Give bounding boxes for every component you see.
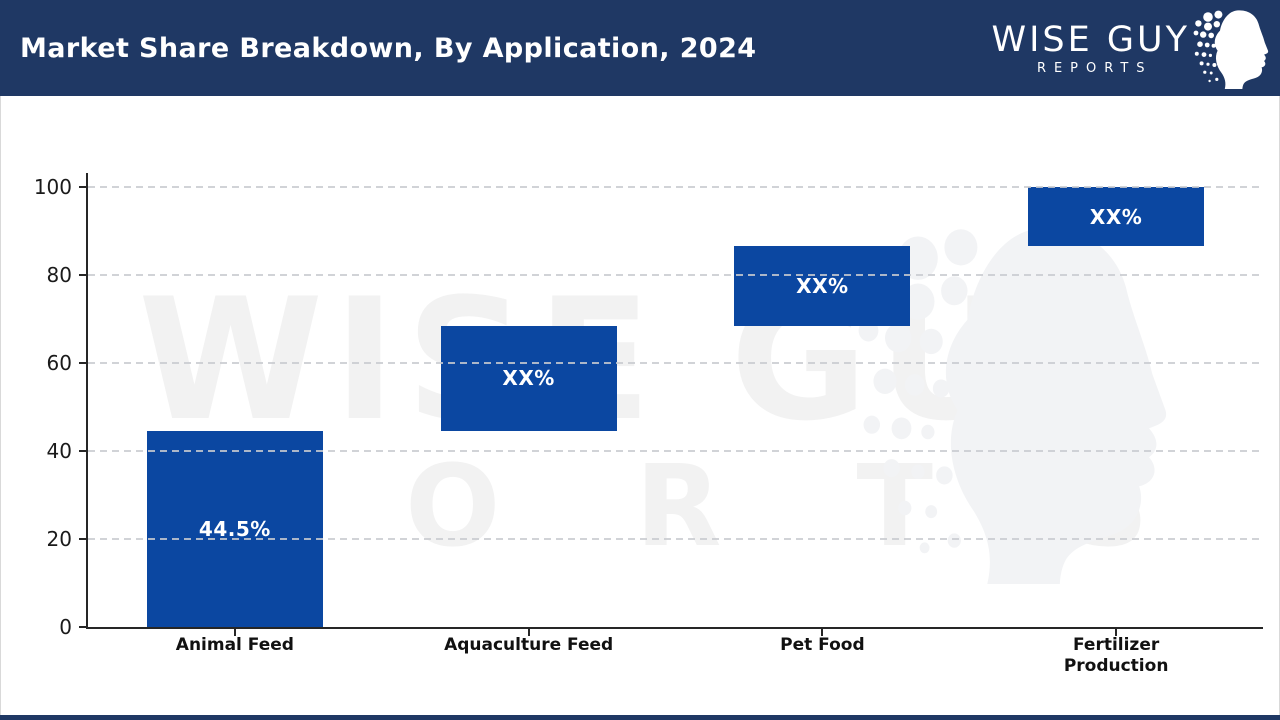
footer-strip — [0, 715, 1280, 720]
bar-segment: 44.5% — [146, 431, 323, 627]
y-tick-label: 0 — [59, 615, 72, 639]
y-tick-mark — [79, 626, 86, 628]
y-tick-label: 80 — [46, 263, 72, 287]
x-tick-mark — [527, 629, 530, 636]
logo-head-icon — [1193, 10, 1269, 90]
gridline-80 — [88, 274, 1263, 276]
x-category-label: Aquaculture Feed — [444, 635, 614, 655]
y-tick-mark — [79, 274, 86, 276]
y-tick-mark — [79, 362, 86, 364]
bar-value-label: XX% — [502, 366, 555, 391]
page-title: Market Share Breakdown, By Application, … — [20, 32, 757, 64]
plot-area: 0 20 40 60 80 100 44.5% Animal Feed XX% Aquacultu… — [34, 173, 1263, 676]
wiseguy-logo: WISE GUY REPORTS — [991, 4, 1272, 94]
x-category-label: Fertilizer Production — [1063, 635, 1169, 676]
bar-value-label: XX% — [796, 274, 849, 299]
logo-wordmark: WISE GUY — [991, 20, 1190, 60]
x-axis-line — [86, 627, 1263, 629]
y-axis-line — [86, 173, 88, 629]
y-tick-mark — [79, 186, 86, 188]
x-tick-mark — [821, 629, 824, 636]
bar-value-label: 44.5% — [198, 517, 271, 542]
x-tick-mark — [1115, 629, 1118, 636]
bar-value-label: XX% — [1089, 204, 1143, 229]
gridline-60 — [88, 362, 1263, 364]
y-tick-label: 100 — [33, 174, 72, 199]
header-bar: Market Share Breakdown, By Application, … — [0, 0, 1280, 96]
y-tick-mark — [79, 538, 86, 540]
gridline-40 — [88, 450, 1263, 452]
gridline-20 — [88, 538, 1263, 540]
y-tick-label: 20 — [46, 527, 72, 551]
bar-segment: XX% — [440, 325, 617, 432]
bar-segment: XX% — [734, 246, 911, 326]
y-tick-label: 40 — [46, 439, 72, 463]
x-category-label: Pet Food — [780, 635, 865, 655]
x-category-label: Animal Feed — [175, 635, 294, 655]
gridline-100 — [88, 186, 1263, 188]
y-tick-mark — [79, 450, 86, 452]
bar-segment: XX% — [1028, 187, 1205, 247]
logo-subtext: REPORTS — [1036, 61, 1153, 76]
y-tick-label: 60 — [46, 351, 72, 375]
x-tick-mark — [233, 629, 236, 636]
